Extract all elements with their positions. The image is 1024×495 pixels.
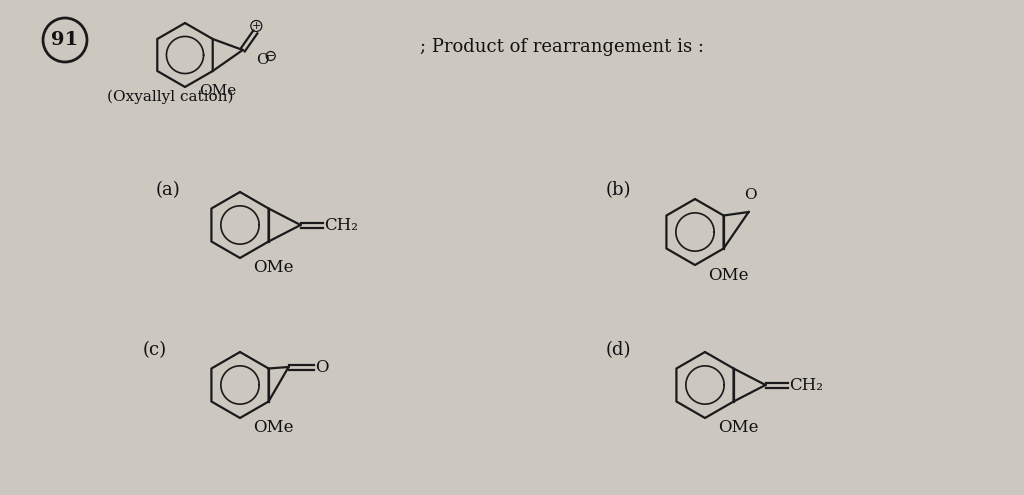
Text: OMe: OMe — [199, 84, 237, 98]
Text: (b): (b) — [605, 181, 631, 199]
Text: CH₂: CH₂ — [790, 377, 823, 394]
Text: +: + — [252, 21, 261, 31]
Text: −: − — [266, 51, 275, 61]
Text: O: O — [256, 53, 269, 67]
Text: ; Product of rearrangement is :: ; Product of rearrangement is : — [420, 38, 705, 56]
Text: (d): (d) — [605, 341, 631, 359]
Text: 91: 91 — [51, 31, 79, 49]
Text: (a): (a) — [156, 181, 180, 199]
Text: (Oxyallyl cation): (Oxyallyl cation) — [106, 90, 233, 104]
Text: OMe: OMe — [709, 266, 749, 284]
Text: OMe: OMe — [253, 419, 294, 437]
Text: CH₂: CH₂ — [325, 216, 358, 234]
Text: O: O — [315, 358, 329, 376]
Text: (c): (c) — [143, 341, 167, 359]
Text: OMe: OMe — [718, 419, 759, 437]
Text: O: O — [744, 188, 757, 202]
Text: OMe: OMe — [253, 259, 294, 277]
